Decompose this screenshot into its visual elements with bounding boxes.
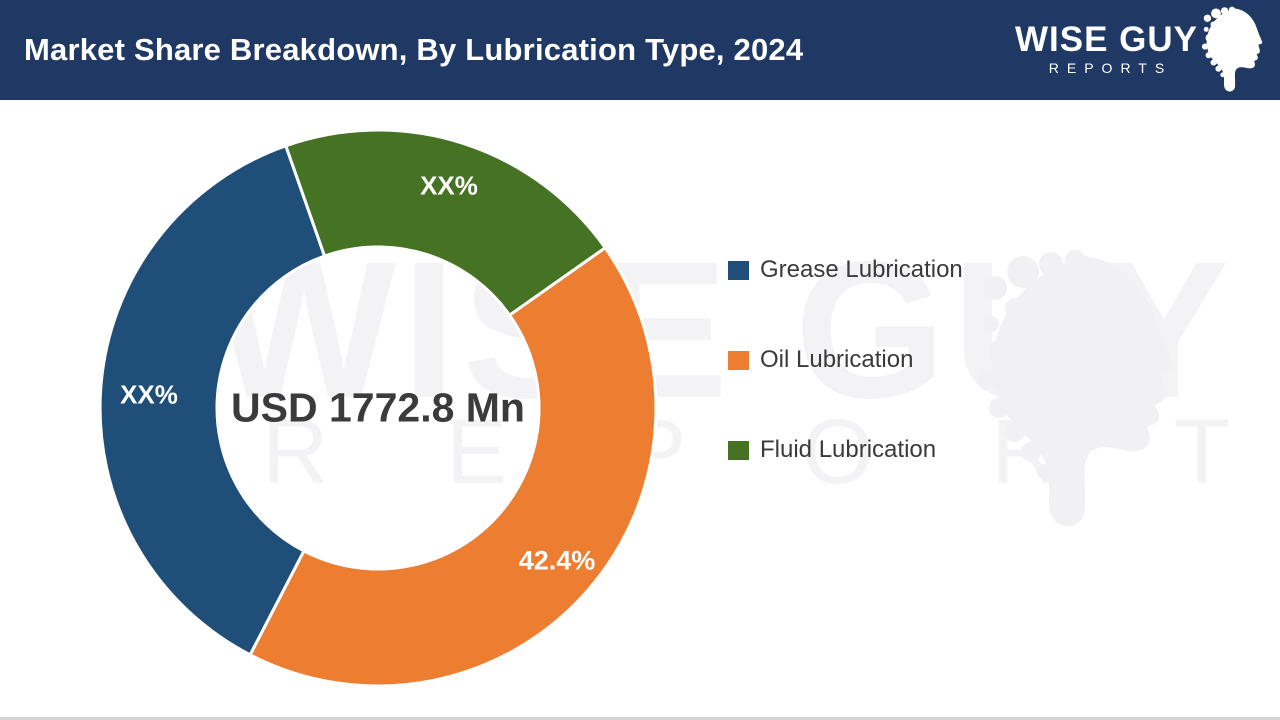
- legend-swatch-oil: [728, 350, 749, 370]
- logo-wordmark-bottom: REPORTS: [1048, 60, 1173, 76]
- logo-face-icon: [1201, 6, 1263, 92]
- legend-label-oil: Oil Lubrication: [760, 346, 914, 373]
- legend-item-oil: Oil Lubrication: [728, 343, 963, 377]
- watermark-face-icon: [977, 250, 1174, 527]
- donut-chart: [98, 128, 658, 688]
- legend-swatch-grease: [728, 260, 749, 280]
- footer-divider: [0, 717, 1280, 720]
- donut-center-value: USD 1772.8 Mn: [231, 384, 525, 431]
- page-title: Market Share Breakdown, By Lubrication T…: [24, 32, 804, 67]
- slice-label-fluid: XX%: [420, 170, 478, 201]
- chart-area: WISE GUY R E P O R T S USD 1772.8 M: [0, 100, 1280, 717]
- slice-oil-lubrication: [248, 246, 658, 688]
- logo-wordmark: WISE GUY REPORTS: [1015, 21, 1198, 77]
- legend-item-grease: Grease Lubrication: [728, 253, 963, 287]
- header-bar: Market Share Breakdown, By Lubrication T…: [0, 0, 1280, 100]
- legend-label-grease: Grease Lubrication: [760, 256, 963, 283]
- legend-item-fluid: Fluid Lubrication: [728, 433, 963, 467]
- slice-fluid-lubrication: [284, 128, 607, 317]
- logo-wordmark-top: WISE GUY: [1014, 20, 1198, 59]
- slice-grease-lubrication: [98, 144, 326, 657]
- chart-legend: Grease Lubrication Oil Lubrication Fluid…: [728, 253, 963, 523]
- slice-label-oil: 42.4%: [518, 545, 596, 576]
- legend-label-fluid: Fluid Lubrication: [760, 436, 937, 463]
- slice-label-grease: XX%: [120, 379, 178, 410]
- brand-logo: WISE GUY REPORTS: [1015, 6, 1264, 92]
- legend-swatch-fluid: [728, 440, 749, 460]
